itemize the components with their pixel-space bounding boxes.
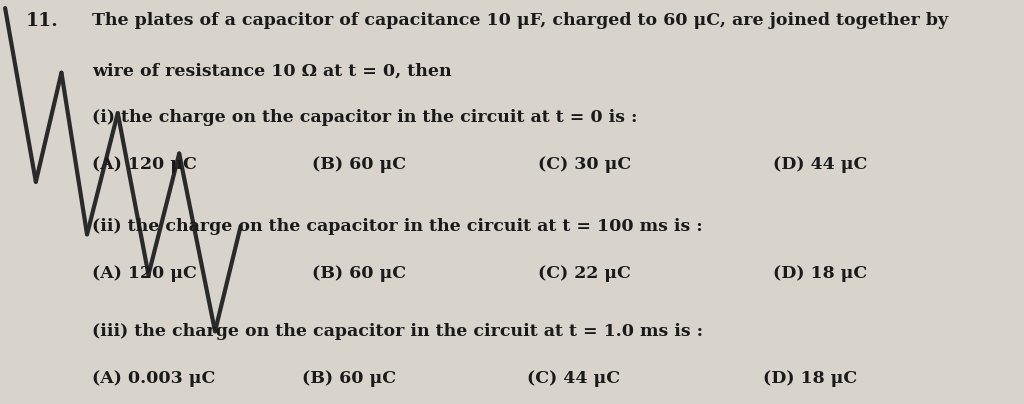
Text: (C) 44 μC: (C) 44 μC — [527, 370, 621, 387]
Text: (A) 0.003 μC: (A) 0.003 μC — [92, 370, 215, 387]
Text: (D) 18 μC: (D) 18 μC — [763, 370, 857, 387]
Text: (D) 44 μC: (D) 44 μC — [773, 156, 867, 173]
Text: (ii) the charge on the capacitor in the circuit at t = 100 ms is :: (ii) the charge on the capacitor in the … — [92, 218, 702, 235]
Text: 11.: 11. — [26, 12, 58, 30]
Text: (B) 60 μC: (B) 60 μC — [312, 265, 407, 282]
Text: (iii) the charge on the capacitor in the circuit at t = 1.0 ms is :: (iii) the charge on the capacitor in the… — [92, 323, 703, 340]
Text: (C) 22 μC: (C) 22 μC — [538, 265, 631, 282]
Text: wire of resistance 10 Ω at t = 0, then: wire of resistance 10 Ω at t = 0, then — [92, 63, 452, 80]
Text: (A) 120 μC: (A) 120 μC — [92, 265, 197, 282]
Text: (B) 60 μC: (B) 60 μC — [312, 156, 407, 173]
Text: (B) 60 μC: (B) 60 μC — [302, 370, 396, 387]
Text: (A) 120 μC: (A) 120 μC — [92, 156, 197, 173]
Text: (D) 18 μC: (D) 18 μC — [773, 265, 867, 282]
Text: (i) the charge on the capacitor in the circuit at t = 0 is :: (i) the charge on the capacitor in the c… — [92, 109, 638, 126]
Text: The plates of a capacitor of capacitance 10 μF, charged to 60 μC, are joined tog: The plates of a capacitor of capacitance… — [92, 12, 948, 29]
Text: (C) 30 μC: (C) 30 μC — [538, 156, 631, 173]
